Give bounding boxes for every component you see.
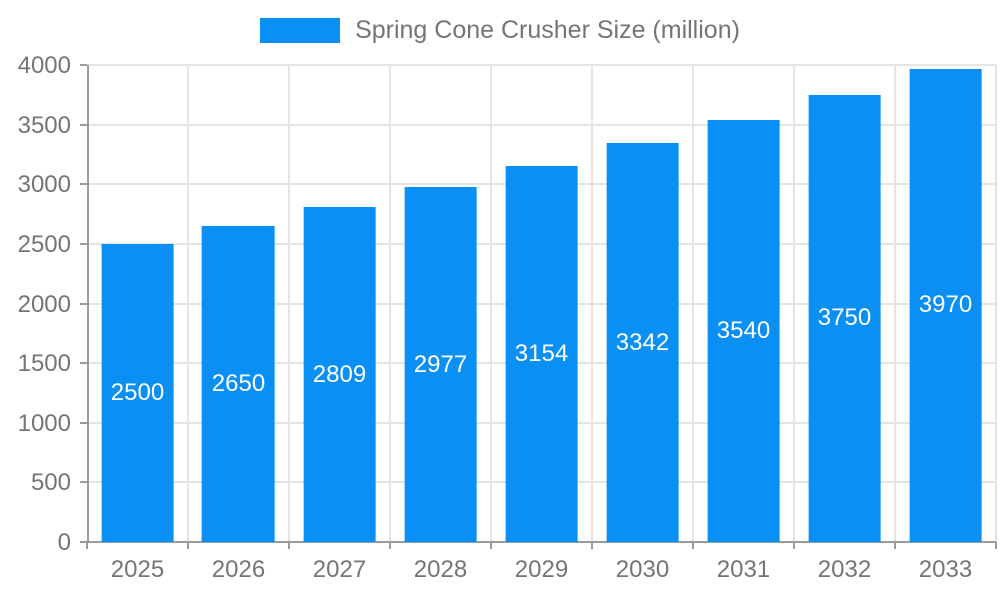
x-gridline: [995, 65, 997, 542]
x-tick-label: 2029: [514, 556, 569, 583]
legend-swatch: [260, 18, 341, 43]
bar-value-label: 3342: [615, 328, 670, 356]
x-gridline: [893, 65, 896, 542]
y-tick-label: 3500: [17, 111, 71, 139]
x-gridline: [186, 65, 189, 542]
x-gridline: [388, 65, 391, 542]
bar-value-label: 3750: [817, 304, 872, 332]
y-tick-label: 4000: [17, 52, 71, 79]
x-axis-tick: [86, 542, 88, 549]
x-tick-label: 2030: [615, 556, 670, 583]
y-tick-label: 2000: [17, 290, 71, 318]
y-tick-label: 1000: [17, 409, 71, 437]
bar-value-label: 2809: [312, 360, 367, 388]
bar-value-label: 2977: [413, 350, 468, 378]
y-axis-tick: [80, 362, 87, 365]
bar-2029: 3154: [505, 165, 578, 542]
bar-value-label: 2650: [211, 370, 266, 397]
y-axis-tick: [80, 123, 87, 126]
x-axis-tick: [995, 542, 997, 549]
x-axis-tick: [388, 542, 391, 549]
x-tick-label: 2027: [312, 556, 367, 583]
bar-value-label: 3154: [514, 339, 569, 367]
x-axis-tick: [691, 542, 694, 549]
x-tick-label: 2026: [211, 556, 266, 583]
y-tick-label: 2500: [17, 230, 71, 258]
legend-label: Spring Cone Crusher Size (million): [355, 16, 740, 44]
bar-value-label: 2500: [110, 378, 165, 406]
bar-2025: 2500: [101, 243, 174, 542]
x-gridline: [793, 65, 795, 542]
bar-2026: 2650: [202, 226, 275, 542]
bar-2033: 3970: [909, 68, 982, 542]
y-axis-tick: [80, 302, 87, 305]
legend: Spring Cone Crusher Size (million): [0, 16, 1000, 45]
bar-2028: 2977: [404, 187, 477, 542]
x-tick-label: 2028: [413, 556, 468, 583]
x-axis-tick: [893, 542, 896, 549]
plot-area: 0 500 1000 1500 2000 2500 3000 3500 4000 2500 2025…: [18, 54, 997, 582]
x-gridline: [691, 65, 694, 542]
x-tick-label: 2031: [716, 556, 771, 583]
x-tick-label: 2033: [918, 556, 973, 583]
x-axis-tick: [489, 542, 492, 549]
x-gridline: [287, 65, 290, 542]
x-gridline: [591, 65, 593, 542]
bar-2030: 3342: [606, 143, 679, 542]
bar-value-label: 3970: [918, 291, 973, 319]
bar-value-label: 3540: [716, 316, 771, 344]
x-axis-tick: [793, 542, 795, 549]
y-tick-label: 1500: [17, 350, 71, 378]
y-gridline: [87, 64, 996, 66]
x-gridline: [489, 65, 492, 542]
y-axis-tick: [80, 242, 87, 245]
x-axis-tick: [186, 542, 189, 549]
y-axis-tick: [80, 64, 87, 66]
x-tick-label: 2032: [817, 556, 872, 583]
y-axis-line: [87, 65, 89, 542]
y-gridline: [87, 123, 996, 126]
x-axis-tick: [591, 542, 593, 549]
y-tick-label: 500: [30, 469, 71, 497]
bar-2027: 2809: [303, 207, 376, 542]
x-axis-line: [80, 541, 996, 543]
y-tick-label: 0: [57, 529, 71, 556]
x-axis-tick: [287, 542, 290, 549]
bar-2032: 3750: [808, 94, 881, 542]
y-axis-tick: [80, 481, 87, 484]
y-tick-label: 3000: [17, 171, 71, 199]
x-tick-label: 2025: [110, 556, 165, 583]
bar-2031: 3540: [707, 119, 780, 542]
y-axis-tick: [80, 183, 87, 186]
y-axis-tick: [80, 421, 87, 424]
